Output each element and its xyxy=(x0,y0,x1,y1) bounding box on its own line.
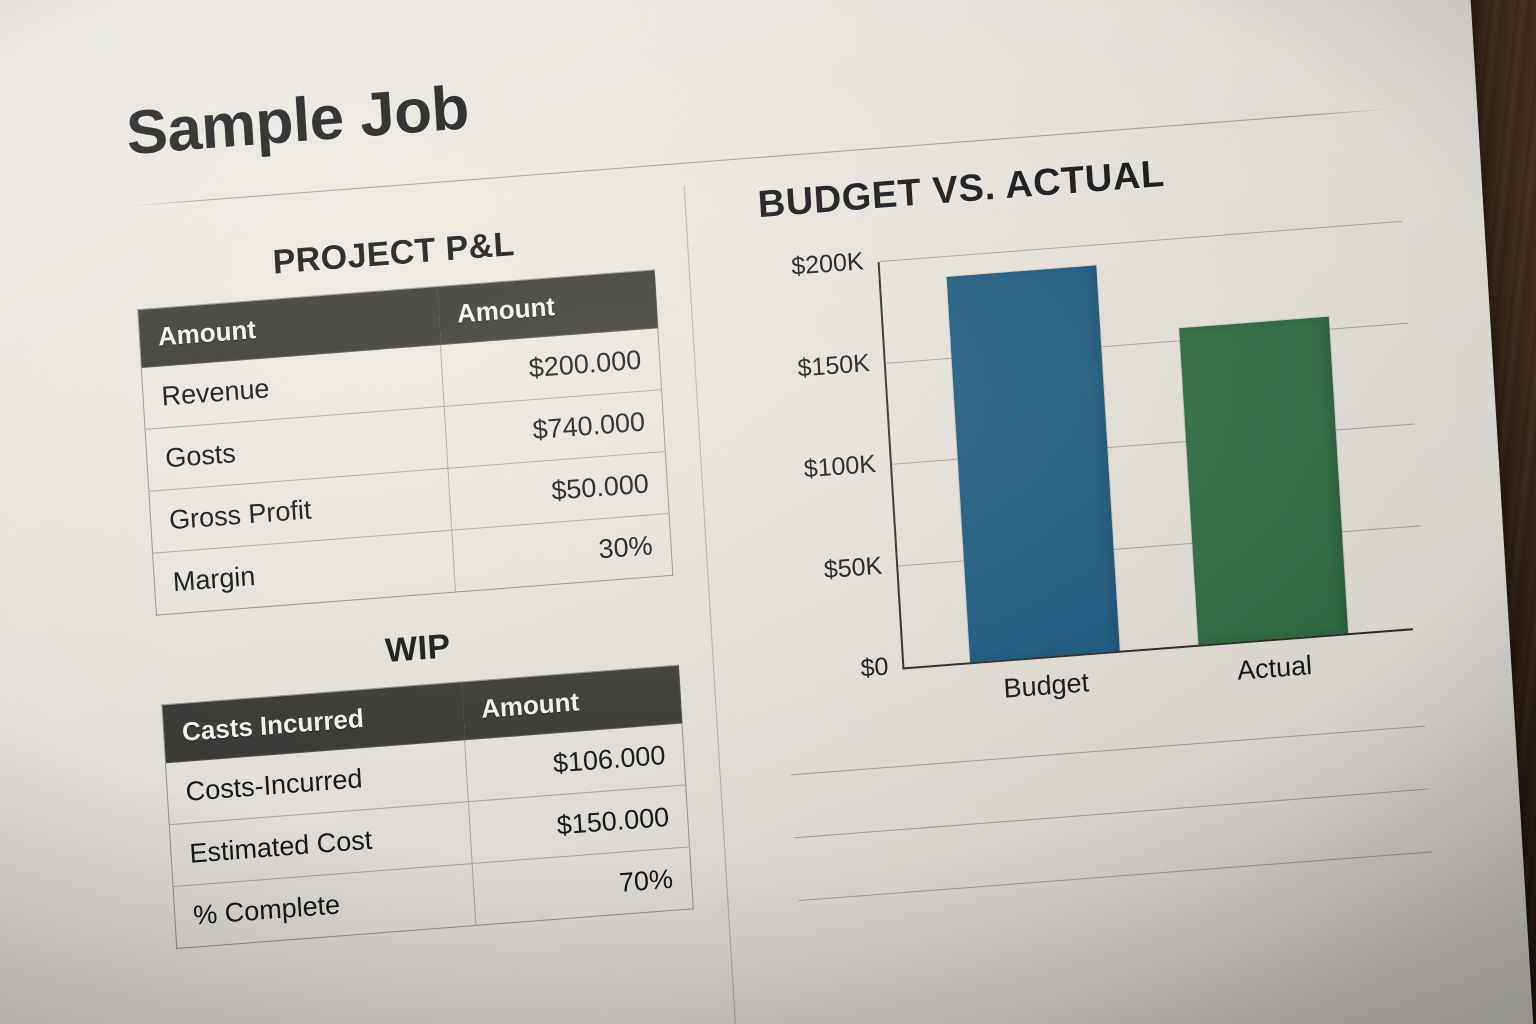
left-column: PROJECT P&L Amount Amount Revenue $200.0 xyxy=(132,186,738,1024)
chart-bar xyxy=(1178,317,1348,645)
page-title: Sample Job xyxy=(124,73,471,169)
chart-y-tick-label: $0 xyxy=(859,652,890,683)
chart-x-tick-label: Actual xyxy=(1236,650,1313,686)
blank-ruled-lines xyxy=(790,725,1437,902)
chart-y-tick-label: $200K xyxy=(790,247,865,281)
chart-bar xyxy=(946,265,1120,663)
wip-table: Casts Incurred Amount Costs-Incurred $10… xyxy=(161,664,694,950)
pnl-table: Amount Amount Revenue $200.000 Gosts xyxy=(137,269,674,616)
chart-y-tick-label: $50K xyxy=(823,551,883,584)
ruled-line xyxy=(794,788,1429,839)
wip-block: WIP Casts Incurred Amount Costs-Incu xyxy=(158,610,694,950)
chart-bars: Budget Actual xyxy=(880,223,1413,704)
wip-table-body: Costs-Incurred $106.000 Estimated Cost $… xyxy=(165,723,694,949)
chart-x-tick-label: Budget xyxy=(1002,667,1090,704)
chart-bar-group: Budget xyxy=(945,246,1120,704)
chart-bar-group: Actual xyxy=(1173,228,1348,686)
report-body: PROJECT P&L Amount Amount Revenue $200.0 xyxy=(132,131,1448,1024)
right-column: BUDGET VS. ACTUAL $200K $150K $100K $50K $0 … xyxy=(683,131,1448,1024)
pnl-table-body: Revenue $200.000 Gosts $740.000 Gross Pr… xyxy=(141,327,673,616)
budget-vs-actual-chart: $200K $150K $100K $50K $0 Budget Actual xyxy=(759,212,1426,740)
chart-y-tick-label: $150K xyxy=(796,348,871,383)
chart-y-tick-label: $100K xyxy=(802,449,877,484)
chart-plot-area: $200K $150K $100K $50K $0 Budget Actual xyxy=(791,220,1421,704)
ruled-line xyxy=(798,851,1433,902)
ruled-line xyxy=(790,725,1425,776)
